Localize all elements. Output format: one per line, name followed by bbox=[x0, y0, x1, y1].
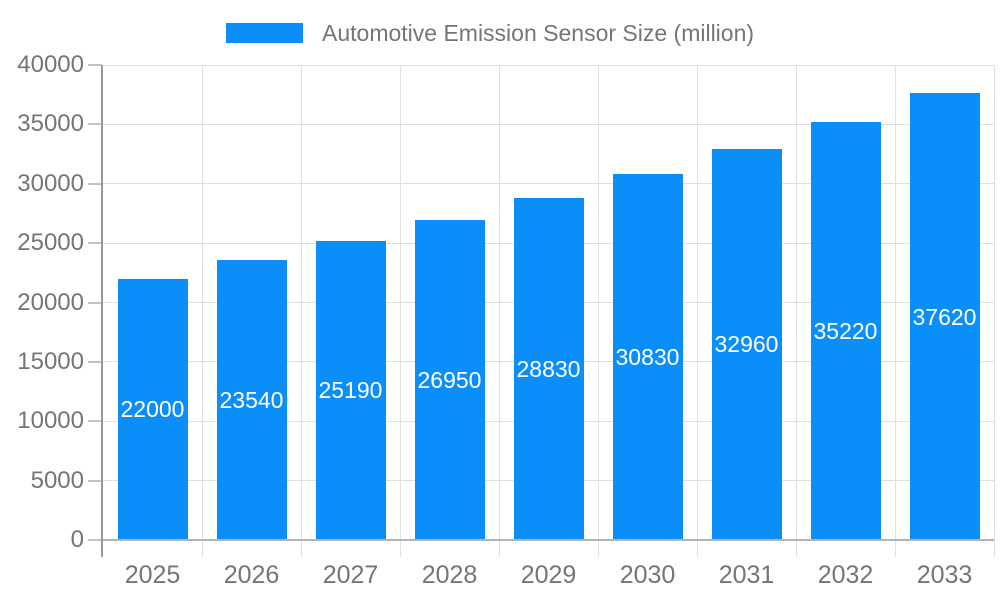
y-axis-tick bbox=[88, 420, 102, 423]
bar[interactable] bbox=[117, 278, 188, 540]
x-axis-label: 2032 bbox=[817, 561, 874, 589]
x-axis-label: 2027 bbox=[322, 561, 379, 589]
y-axis-label: 10000 bbox=[17, 407, 84, 435]
bar-value-label: 25190 bbox=[318, 377, 383, 404]
gridline-vertical bbox=[300, 65, 302, 557]
bar-value-label: 28830 bbox=[516, 355, 581, 382]
gridline-horizontal bbox=[103, 64, 994, 66]
bar[interactable] bbox=[315, 240, 386, 540]
bar-value-label: 22000 bbox=[120, 396, 185, 423]
gridline-vertical bbox=[993, 65, 995, 557]
gridline-vertical bbox=[498, 65, 500, 557]
gridline-horizontal bbox=[103, 123, 994, 125]
bar[interactable] bbox=[810, 121, 881, 540]
x-axis-label: 2030 bbox=[619, 561, 676, 589]
y-axis-tick bbox=[88, 479, 102, 482]
y-axis-label: 40000 bbox=[17, 51, 84, 78]
gridline-vertical bbox=[597, 65, 599, 557]
bar[interactable] bbox=[513, 197, 584, 540]
gridline-vertical bbox=[399, 65, 401, 557]
x-axis-label: 2026 bbox=[223, 561, 280, 589]
y-axis-label: 25000 bbox=[17, 229, 84, 257]
gridline-vertical bbox=[795, 65, 797, 557]
y-axis-label: 20000 bbox=[17, 288, 84, 316]
x-axis-label: 2033 bbox=[916, 561, 973, 589]
y-axis-label: 5000 bbox=[30, 466, 84, 494]
x-axis-label: 2025 bbox=[124, 561, 181, 589]
y-axis-label: 15000 bbox=[17, 347, 84, 375]
legend-swatch[interactable] bbox=[226, 23, 303, 43]
bar[interactable] bbox=[711, 148, 782, 540]
bar-value-label: 23540 bbox=[219, 387, 284, 414]
y-axis-tick bbox=[88, 64, 102, 66]
x-axis-label: 2031 bbox=[718, 561, 775, 589]
x-axis-label: 2028 bbox=[421, 561, 478, 589]
y-axis-tick bbox=[88, 360, 102, 363]
bar[interactable] bbox=[216, 260, 287, 540]
gridline-vertical bbox=[696, 65, 698, 557]
y-axis-tick bbox=[88, 123, 102, 126]
bar-value-label: 26950 bbox=[417, 366, 482, 393]
x-axis-baseline bbox=[103, 539, 994, 541]
bar[interactable] bbox=[414, 219, 485, 540]
y-axis-label: 30000 bbox=[17, 169, 84, 197]
bar-value-label: 37620 bbox=[912, 303, 977, 330]
bar[interactable] bbox=[909, 93, 980, 540]
bar-value-label: 30830 bbox=[615, 343, 680, 370]
y-axis-label: 0 bbox=[70, 526, 84, 553]
y-axis-line bbox=[101, 65, 103, 557]
y-axis-tick bbox=[88, 539, 102, 541]
bar-value-label: 32960 bbox=[714, 331, 779, 358]
x-axis-label: 2029 bbox=[520, 561, 577, 589]
y-axis-tick bbox=[88, 242, 102, 245]
y-axis-tick bbox=[88, 182, 102, 185]
bar-value-label: 35220 bbox=[813, 317, 878, 344]
gridline-vertical bbox=[894, 65, 896, 557]
y-axis-tick bbox=[88, 301, 102, 304]
gridline-horizontal bbox=[103, 183, 994, 185]
legend-label[interactable]: Automotive Emission Sensor Size (million… bbox=[322, 20, 755, 46]
y-axis-label: 35000 bbox=[17, 110, 84, 138]
bar[interactable] bbox=[612, 173, 683, 540]
gridline-vertical bbox=[201, 65, 203, 557]
